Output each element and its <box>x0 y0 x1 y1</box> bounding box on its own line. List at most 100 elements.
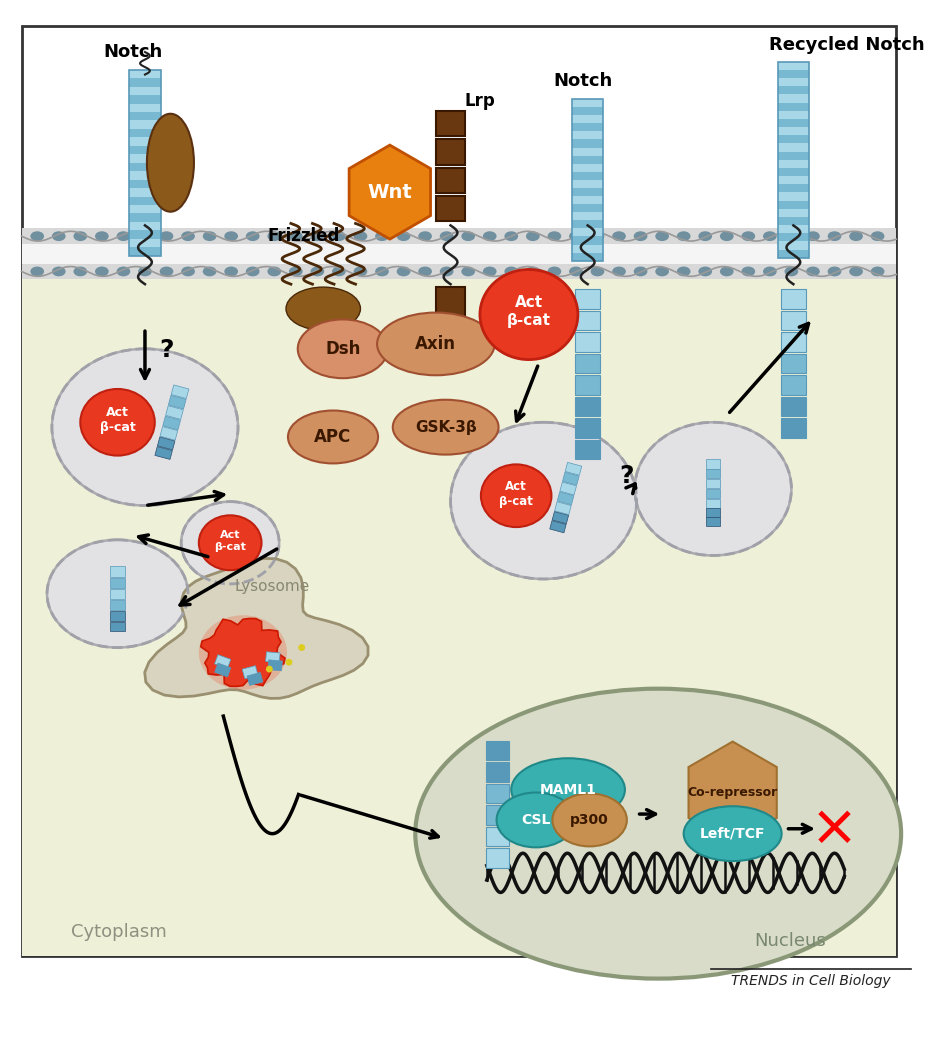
Text: ?: ? <box>159 338 174 362</box>
Ellipse shape <box>297 320 388 378</box>
Ellipse shape <box>199 515 262 570</box>
Bar <box>436 168 465 193</box>
Text: Nucleus: Nucleus <box>754 932 826 950</box>
Ellipse shape <box>677 232 690 241</box>
Bar <box>129 179 160 188</box>
Bar <box>129 205 160 213</box>
Bar <box>22 228 896 279</box>
Bar <box>575 418 600 438</box>
Bar <box>572 196 603 204</box>
Text: Co-repressor: Co-repressor <box>688 786 778 799</box>
Bar <box>129 239 160 247</box>
Bar <box>129 162 160 171</box>
Bar <box>572 204 603 212</box>
Bar <box>572 179 603 188</box>
Bar <box>572 132 603 139</box>
Bar <box>778 225 809 234</box>
Text: Frizzled: Frizzled <box>267 227 340 245</box>
Text: Act
β-cat: Act β-cat <box>507 295 551 328</box>
Bar <box>778 103 809 110</box>
Bar <box>572 156 603 164</box>
Ellipse shape <box>138 267 152 276</box>
Bar <box>572 123 603 132</box>
Ellipse shape <box>849 267 863 276</box>
Bar <box>572 188 603 196</box>
Bar <box>778 119 809 127</box>
Ellipse shape <box>418 267 431 276</box>
Ellipse shape <box>332 267 346 276</box>
Bar <box>110 600 126 611</box>
Ellipse shape <box>203 267 217 276</box>
Ellipse shape <box>203 232 217 241</box>
Bar <box>129 188 160 196</box>
Ellipse shape <box>375 267 389 276</box>
Text: Axin: Axin <box>416 335 457 353</box>
Ellipse shape <box>246 267 260 276</box>
Ellipse shape <box>450 423 637 579</box>
Ellipse shape <box>505 267 518 276</box>
Ellipse shape <box>199 615 287 689</box>
Bar <box>778 143 809 152</box>
Ellipse shape <box>95 267 109 276</box>
Ellipse shape <box>81 389 155 456</box>
Bar <box>780 289 806 309</box>
Bar <box>247 672 263 685</box>
Bar <box>778 234 809 241</box>
Ellipse shape <box>288 411 378 463</box>
Text: Act
β-cat: Act β-cat <box>214 530 246 551</box>
Bar <box>780 354 806 374</box>
Text: Lysosome: Lysosome <box>234 580 310 595</box>
Text: APC: APC <box>314 428 352 446</box>
Bar <box>436 110 465 136</box>
Bar <box>572 107 603 115</box>
Ellipse shape <box>461 232 475 241</box>
Ellipse shape <box>677 267 690 276</box>
Bar <box>705 509 720 517</box>
Ellipse shape <box>30 267 44 276</box>
Bar <box>22 244 896 263</box>
Bar <box>778 62 809 258</box>
Bar <box>268 660 282 671</box>
Bar <box>552 512 568 524</box>
Bar <box>572 99 603 107</box>
Bar <box>778 62 809 70</box>
Text: Act
β-cat: Act β-cat <box>99 407 135 434</box>
Ellipse shape <box>591 267 604 276</box>
Bar <box>486 827 509 846</box>
Ellipse shape <box>116 232 130 241</box>
Bar <box>705 489 720 498</box>
Bar <box>554 501 571 515</box>
Bar <box>705 517 720 526</box>
Ellipse shape <box>613 267 626 276</box>
Bar <box>110 588 126 599</box>
Bar <box>780 332 806 352</box>
Ellipse shape <box>548 267 561 276</box>
Bar <box>486 805 509 825</box>
Ellipse shape <box>354 267 368 276</box>
Bar <box>486 849 509 868</box>
Ellipse shape <box>784 267 798 276</box>
Ellipse shape <box>375 232 389 241</box>
Ellipse shape <box>52 267 66 276</box>
Bar <box>22 279 896 956</box>
Polygon shape <box>201 618 285 686</box>
Ellipse shape <box>267 232 281 241</box>
Bar <box>778 127 809 135</box>
Bar <box>572 148 603 156</box>
Text: ?: ? <box>620 464 634 489</box>
Bar <box>572 212 603 220</box>
Ellipse shape <box>310 232 325 241</box>
Ellipse shape <box>116 267 130 276</box>
Bar <box>486 784 509 803</box>
Ellipse shape <box>332 232 346 241</box>
Ellipse shape <box>552 793 627 846</box>
Bar <box>129 112 160 120</box>
Ellipse shape <box>496 792 575 847</box>
Ellipse shape <box>526 232 539 241</box>
Ellipse shape <box>656 232 669 241</box>
Ellipse shape <box>73 267 87 276</box>
Ellipse shape <box>870 232 885 241</box>
Bar <box>778 250 809 258</box>
Ellipse shape <box>511 758 625 821</box>
Bar <box>575 310 600 330</box>
